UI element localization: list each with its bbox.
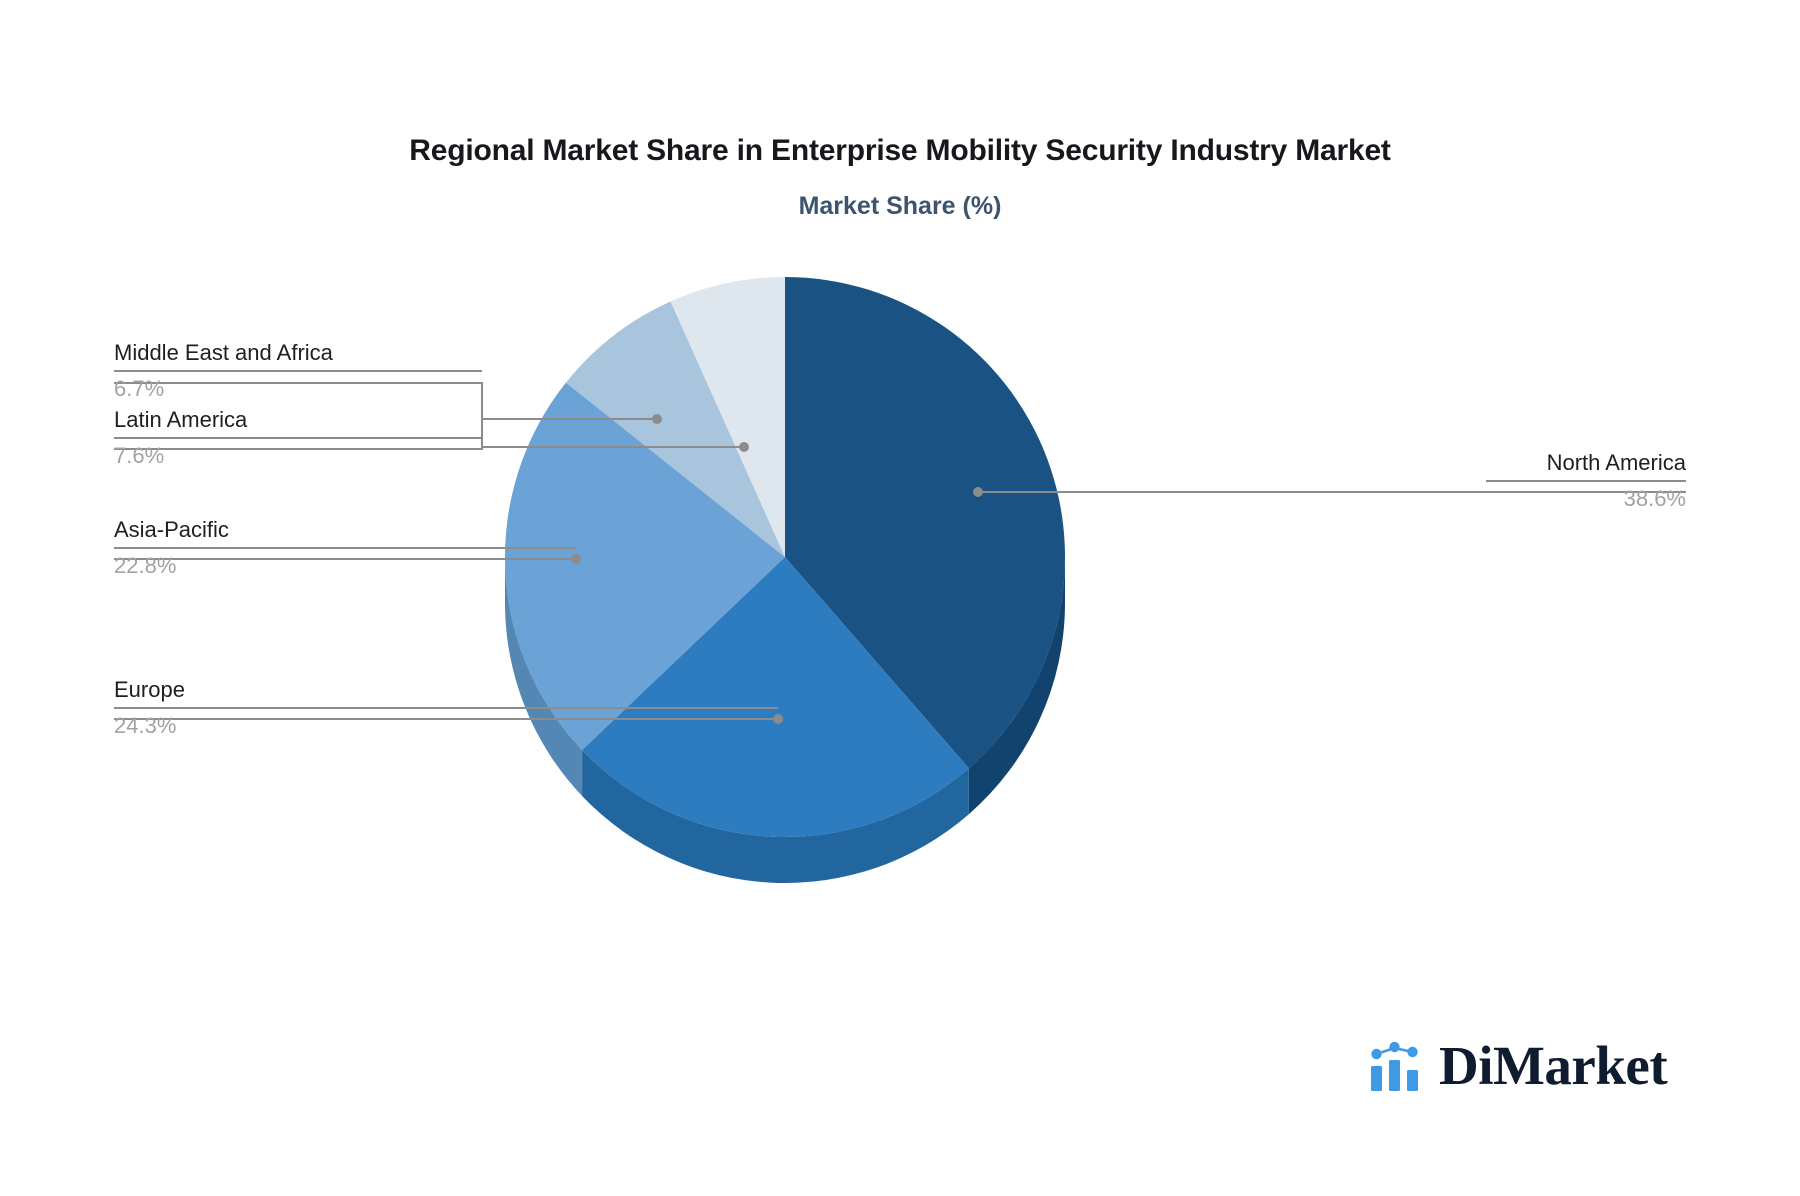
chart-subtitle: Market Share (%) (798, 192, 1002, 220)
callout-latin-america[interactable]: Latin America 7.6% (114, 405, 482, 471)
callout-label-middle-east-africa: Middle East and Africa (114, 340, 333, 365)
brand-logo: DiMarket (1368, 1035, 1668, 1096)
slice-asia-pacific[interactable] (505, 382, 785, 750)
callout-middle-east-africa[interactable]: Middle East and Africa 6.7% (114, 338, 482, 404)
slice-europe[interactable] (582, 557, 969, 837)
leader-line-middle-east-africa (114, 382, 744, 448)
callout-rule (114, 437, 482, 439)
pie-3d-depth (505, 557, 1065, 884)
pie-side-0 (968, 557, 1065, 815)
leader-dot-north-america (973, 487, 983, 497)
callout-value-asia-pacific: 22.8% (114, 553, 177, 578)
callout-value-middle-east-africa: 6.7% (114, 376, 165, 401)
leader-lines (114, 382, 1686, 724)
bar-chart-logo-icon (1371, 1041, 1418, 1091)
callout-asia-pacific[interactable]: Asia-Pacific 22.8% (114, 515, 576, 581)
callout-rule (114, 707, 778, 709)
callout-label-latin-america: Latin America (114, 407, 248, 432)
callout-value-europe: 24.3% (114, 713, 177, 738)
brand-name: DiMarket (1439, 1035, 1668, 1096)
leader-dot-middle-east-africa (739, 442, 749, 452)
callout-value-north-america: 38.6% (1623, 486, 1686, 511)
pie-side-1 (582, 749, 969, 884)
pie-slices (505, 277, 1065, 837)
slice-latin-america[interactable] (565, 301, 785, 557)
leader-dot-europe (773, 714, 783, 724)
callout-europe[interactable]: Europe 24.3% (114, 675, 778, 741)
pie-side-2 (505, 557, 583, 796)
callout-rule (1486, 480, 1686, 482)
page-title: Regional Market Share in Enterprise Mobi… (409, 134, 1391, 167)
callout-label-north-america: North America (1546, 450, 1686, 475)
callout-label-europe: Europe (114, 677, 185, 702)
leader-line-latin-america (114, 418, 657, 450)
callout-rule (114, 370, 482, 372)
slice-middle-east-and-africa[interactable] (670, 277, 785, 557)
callout-north-america[interactable]: North America 38.6% (1486, 448, 1686, 514)
leader-dot-asia-pacific (571, 554, 581, 564)
leader-dot-latin-america (652, 414, 662, 424)
callout-rule (114, 547, 576, 549)
callout-label-asia-pacific: Asia-Pacific (114, 517, 229, 542)
callout-value-latin-america: 7.6% (114, 443, 165, 468)
slice-north-america[interactable] (785, 277, 1065, 769)
